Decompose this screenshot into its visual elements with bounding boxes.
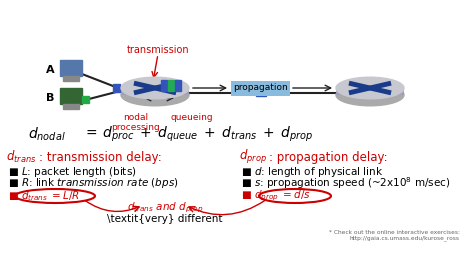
Text: A: A	[46, 65, 55, 75]
FancyBboxPatch shape	[231, 80, 289, 95]
Text: : transmission delay:: : transmission delay:	[39, 150, 162, 164]
Text: $d_\mathit{trans}$ and $d_\mathit{prop}$: $d_\mathit{trans}$ and $d_\mathit{prop}$	[127, 201, 203, 215]
Text: : propagation delay:: : propagation delay:	[269, 150, 388, 164]
Ellipse shape	[121, 77, 189, 99]
Text: $\blacksquare$ $\mathit{s}$: propagation speed (~2x10$^8$ m/sec): $\blacksquare$ $\mathit{s}$: propagation…	[241, 175, 451, 191]
Bar	[255, 88, 266, 96]
Text: $\blacksquare$ $d_\mathit{trans}$ $= L/R$: $\blacksquare$ $d_\mathit{trans}$ $= L/R…	[8, 189, 80, 203]
Bar	[113, 84, 120, 92]
Bar	[63, 104, 79, 109]
Bar	[63, 76, 79, 81]
FancyBboxPatch shape	[336, 88, 404, 95]
Bar	[168, 80, 174, 91]
FancyBboxPatch shape	[121, 88, 189, 95]
Text: B: B	[46, 93, 55, 103]
Text: $\blacksquare$ $\mathit{R}$: link $\mathit{transmission\ rate\ (bps)}$: $\blacksquare$ $\mathit{R}$: link $\math…	[8, 176, 178, 190]
Bar	[60, 60, 82, 76]
Text: $\blacksquare$ $\mathit{L}$: packet length (bits): $\blacksquare$ $\mathit{L}$: packet leng…	[8, 165, 137, 179]
Bar	[175, 80, 181, 91]
Text: queueing: queueing	[171, 113, 213, 122]
Text: $d_\mathit{prop}$: $d_\mathit{prop}$	[239, 148, 267, 166]
Text: \textit{very} different: \textit{very} different	[107, 214, 223, 224]
Text: $d_\mathit{trans}$: $d_\mathit{trans}$	[6, 149, 36, 165]
Text: * Check out the online interactive exercises:
http://gaia.cs.umass.edu/kurose_ro: * Check out the online interactive exerc…	[329, 230, 460, 241]
Ellipse shape	[121, 84, 189, 106]
Text: transmission: transmission	[127, 45, 189, 55]
Text: $\blacksquare$ $d_\mathit{prop}$ $= d/s$: $\blacksquare$ $d_\mathit{prop}$ $= d/s$	[241, 189, 311, 203]
Bar	[60, 88, 82, 104]
Ellipse shape	[336, 77, 404, 99]
Text: $= \, d_\mathit{proc} \; + \; d_\mathit{queue} \; + \; d_\mathit{trans} \; + \; : $= \, d_\mathit{proc} \; + \; d_\mathit{…	[83, 124, 313, 144]
Text: $d_\mathit{nodal}$: $d_\mathit{nodal}$	[28, 125, 66, 143]
Text: propagation: propagation	[233, 83, 288, 93]
Text: nodal
processing: nodal processing	[112, 113, 160, 132]
Text: $\blacksquare$ $\mathit{d}$: length of physical link: $\blacksquare$ $\mathit{d}$: length of p…	[241, 165, 384, 179]
Ellipse shape	[336, 84, 404, 106]
Bar	[82, 96, 89, 103]
Bar	[161, 80, 167, 91]
